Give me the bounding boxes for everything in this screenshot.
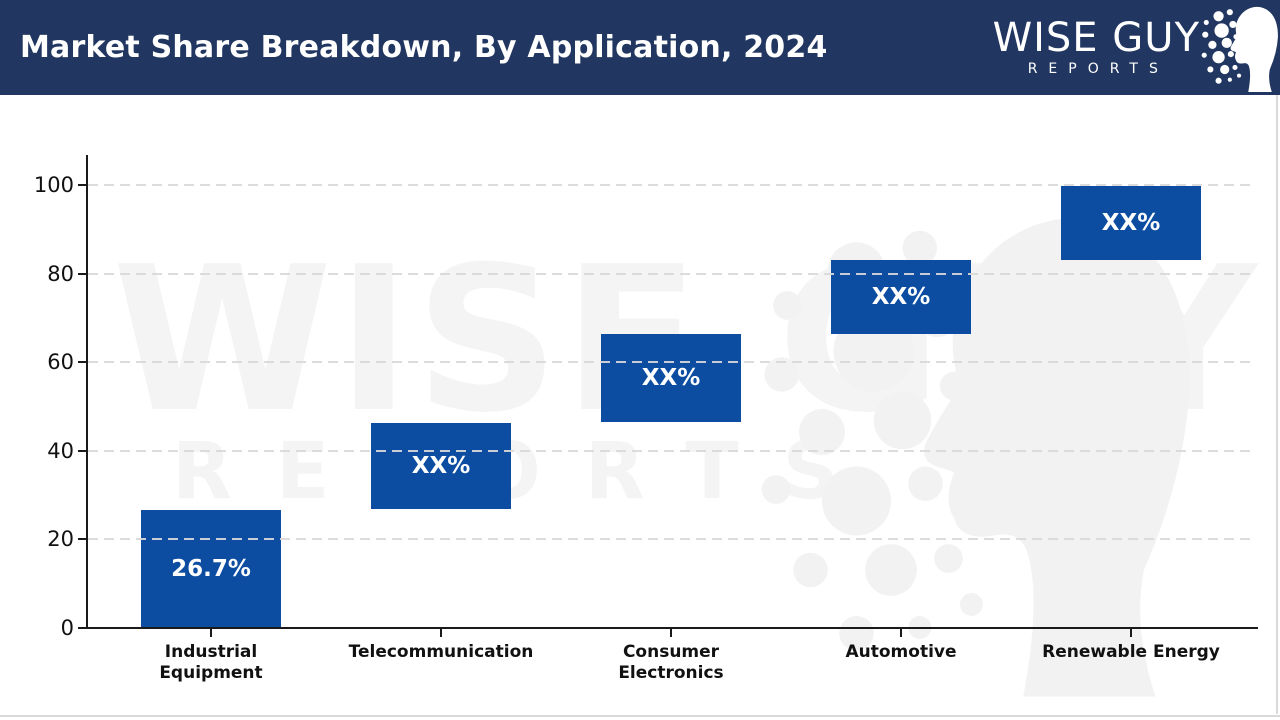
x-label-line: Electronics	[618, 663, 724, 683]
x-label-line: Telecommunication	[348, 642, 534, 662]
x-tick-mark-industrial-equipment	[210, 629, 212, 637]
y-tick-mark-40	[78, 449, 86, 452]
y-tick-mark-60	[78, 361, 86, 364]
gridline-80	[88, 272, 1256, 275]
brand-logo: WISE GUY REPORTS	[993, 0, 1280, 95]
x-axis-category-label-renewable-energy: Renewable Energy	[1016, 642, 1246, 663]
y-tick-mark-20	[78, 538, 86, 541]
y-tick-mark-100	[78, 184, 86, 186]
page-title: Market Share Breakdown, By Application, …	[20, 30, 828, 65]
x-axis-category-label-automotive: Automotive	[786, 642, 1016, 663]
x-label-line: Consumer	[622, 642, 720, 662]
x-tick-mark-renewable-energy	[1130, 629, 1132, 637]
bar-value-label-industrial-equipment: 26.7%	[171, 555, 251, 582]
y-axis-tick-label-0: 0	[60, 616, 74, 640]
y-axis-tick-label-40: 40	[47, 438, 74, 463]
watermark-head-icon	[761, 218, 1190, 697]
bar-consumer-electronics: XX%	[601, 333, 741, 423]
gridline-60	[88, 361, 1256, 364]
x-axis-line	[86, 627, 1258, 629]
wise-guy-head-icon	[1201, 6, 1278, 92]
x-label-line: Industrial	[164, 642, 258, 662]
brand-logo-text: WISE GUY REPORTS	[993, 18, 1200, 77]
chart-canvas: WISE GUY REPORTS 02040608010026.7%Indust…	[0, 95, 1280, 720]
figure-bottom-border	[0, 715, 1280, 717]
x-label-line: Renewable Energy	[1042, 642, 1220, 662]
bar-value-label-automotive: XX%	[871, 284, 931, 311]
bar-renewable-energy: XX%	[1061, 185, 1201, 261]
y-tick-mark-80	[78, 272, 86, 275]
header-bar: Market Share Breakdown, By Application, …	[0, 0, 1280, 95]
x-tick-mark-telecommunication	[440, 629, 442, 637]
figure-right-border	[1276, 95, 1278, 714]
gridline-100	[88, 184, 1256, 186]
y-axis-tick-label-60: 60	[47, 350, 74, 375]
bar-value-label-consumer-electronics: XX%	[641, 365, 701, 392]
brand-subtitle: REPORTS	[1027, 61, 1169, 77]
gridline-40	[88, 449, 1256, 452]
y-axis-tick-label-20: 20	[47, 527, 74, 552]
bar-value-label-renewable-energy: XX%	[1101, 210, 1161, 237]
brand-name: WISE GUY	[992, 15, 1200, 61]
x-tick-mark-consumer-electronics	[670, 629, 672, 637]
x-axis-category-label-telecommunication: Telecommunication	[326, 642, 556, 663]
bar-value-label-telecommunication: XX%	[411, 452, 471, 479]
bar-industrial-equipment: 26.7%	[141, 509, 281, 628]
y-axis-line	[86, 155, 88, 629]
x-tick-mark-automotive	[900, 629, 902, 637]
x-axis-category-label-industrial-equipment: Industrial Equipment	[96, 642, 326, 684]
chart-plot: 0 20 40 60 80 100 26.7% Industrial Equipment XX% T…	[0, 95, 1280, 720]
gridline-20	[88, 538, 1256, 541]
x-axis-category-label-consumer-electronics: Consumer Electronics	[556, 642, 786, 684]
x-label-line: Automotive	[845, 642, 957, 662]
bar-automotive: XX%	[831, 260, 971, 334]
y-tick-mark-0	[78, 627, 86, 629]
y-axis-tick-label-80: 80	[47, 261, 74, 286]
x-label-line: Equipment	[159, 663, 263, 683]
y-axis-tick-label-100: 100	[33, 173, 74, 197]
bar-telecommunication: XX%	[371, 422, 511, 509]
